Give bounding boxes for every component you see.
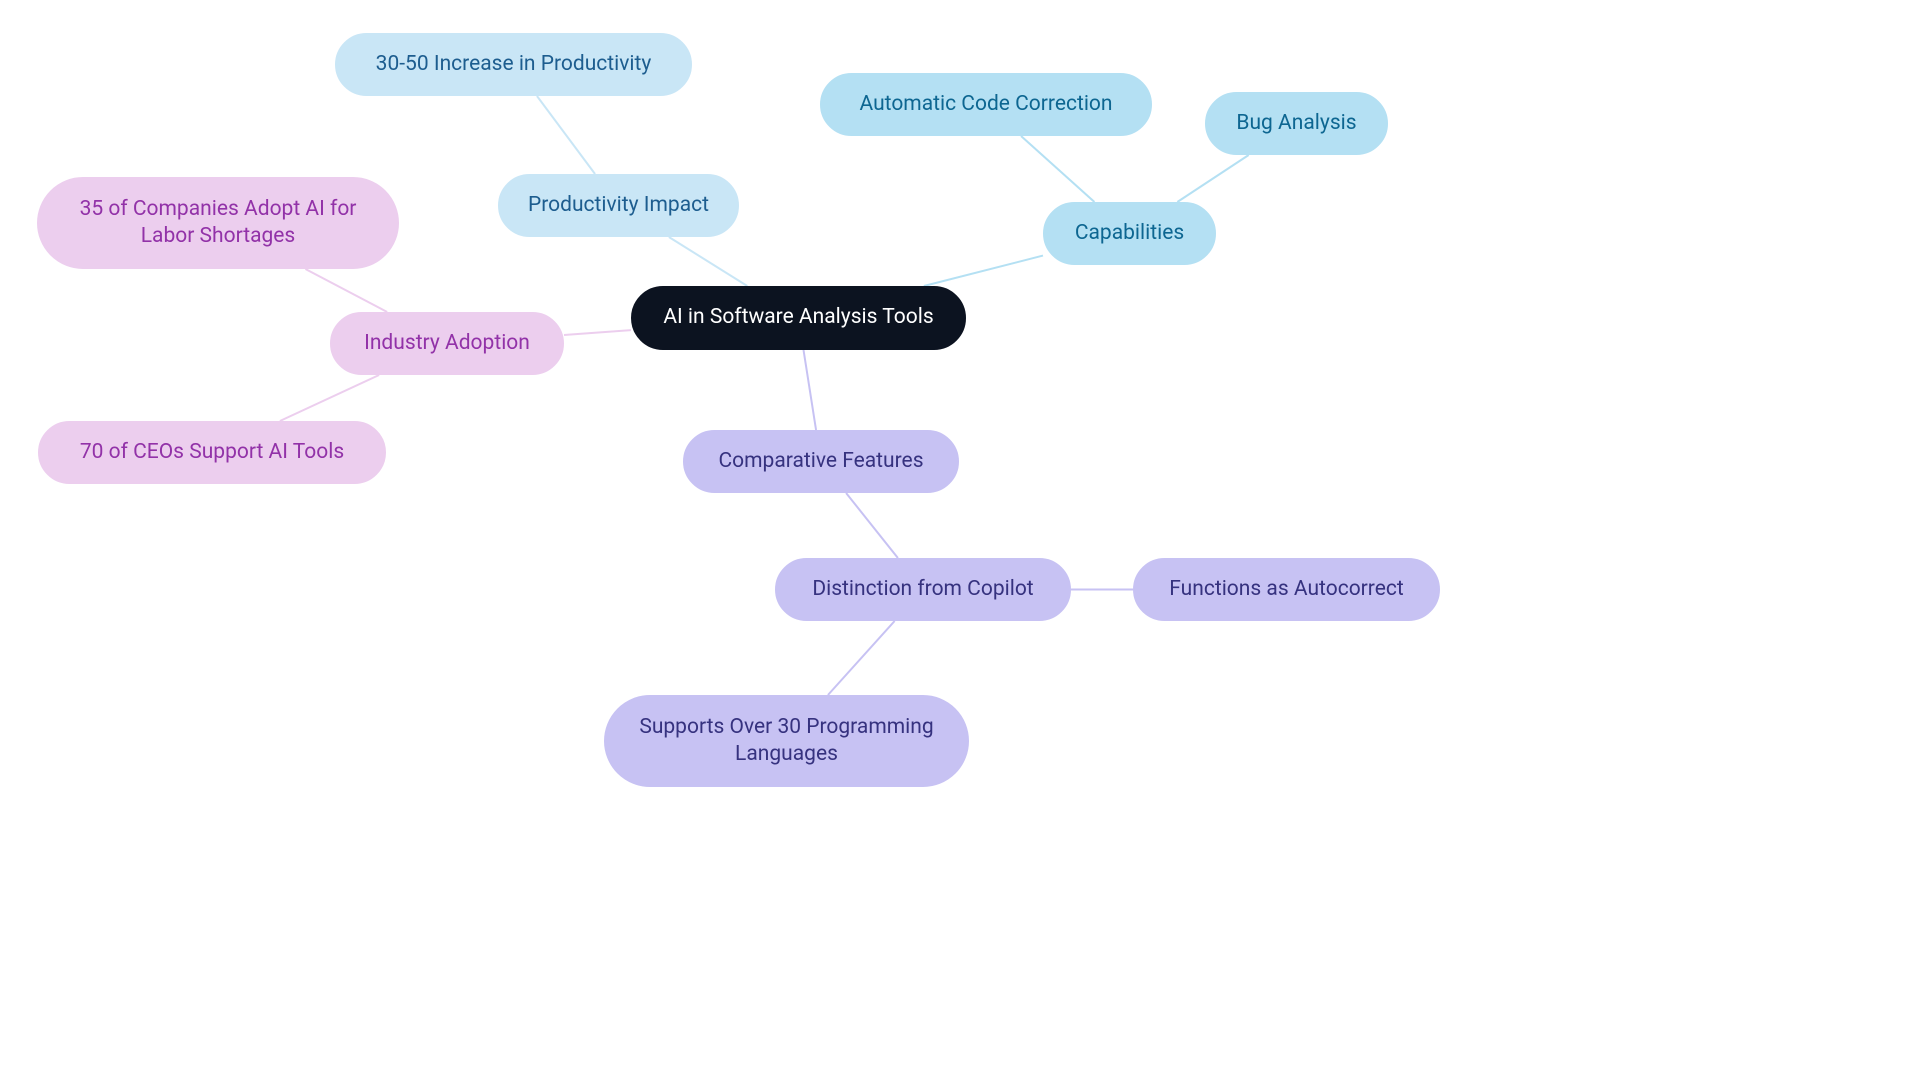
node-label: Distinction from Copilot bbox=[812, 576, 1033, 603]
node-bug: Bug Analysis bbox=[1205, 92, 1388, 155]
node-label: Industry Adoption bbox=[364, 330, 530, 357]
node-capabilities: Capabilities bbox=[1043, 202, 1216, 265]
node-distinction: Distinction from Copilot bbox=[775, 558, 1071, 621]
node-comparative: Comparative Features bbox=[683, 430, 959, 493]
node-label: Capabilities bbox=[1075, 220, 1184, 247]
node-label: 30-50 Increase in Productivity bbox=[376, 51, 652, 78]
edge bbox=[828, 621, 895, 695]
node-auto_corr: Automatic Code Correction bbox=[820, 73, 1152, 136]
node-label: 35 of Companies Adopt AI for Labor Short… bbox=[64, 196, 372, 251]
node-label: 70 of CEOs Support AI Tools bbox=[80, 439, 344, 466]
edge bbox=[564, 330, 631, 335]
node-prod_inc: 30-50 Increase in Productivity bbox=[335, 33, 692, 96]
edge bbox=[280, 375, 379, 421]
edge bbox=[1021, 136, 1094, 202]
edge bbox=[305, 269, 387, 312]
mindmap-canvas: AI in Software Analysis Tools Productivit… bbox=[0, 0, 1920, 1083]
node-label: AI in Software Analysis Tools bbox=[663, 304, 933, 331]
node-label: Bug Analysis bbox=[1236, 110, 1356, 137]
node-industry: Industry Adoption bbox=[330, 312, 564, 375]
edge bbox=[1177, 155, 1248, 202]
edge-layer bbox=[0, 0, 1920, 1083]
node-companies: 35 of Companies Adopt AI for Labor Short… bbox=[37, 177, 399, 269]
node-label: Comparative Features bbox=[718, 448, 923, 475]
node-label: Supports Over 30 Programming Languages bbox=[631, 714, 942, 769]
edge bbox=[537, 96, 595, 174]
edge bbox=[804, 350, 817, 430]
node-root: AI in Software Analysis Tools bbox=[631, 286, 966, 350]
node-label: Productivity Impact bbox=[528, 192, 709, 219]
node-productivity: Productivity Impact bbox=[498, 174, 739, 237]
edge bbox=[924, 256, 1043, 286]
node-label: Functions as Autocorrect bbox=[1169, 576, 1403, 603]
node-languages: Supports Over 30 Programming Languages bbox=[604, 695, 969, 787]
edge bbox=[846, 493, 898, 558]
node-ceos: 70 of CEOs Support AI Tools bbox=[38, 421, 386, 484]
edge bbox=[669, 237, 747, 286]
node-label: Automatic Code Correction bbox=[859, 91, 1112, 118]
node-autocorrect: Functions as Autocorrect bbox=[1133, 558, 1440, 621]
